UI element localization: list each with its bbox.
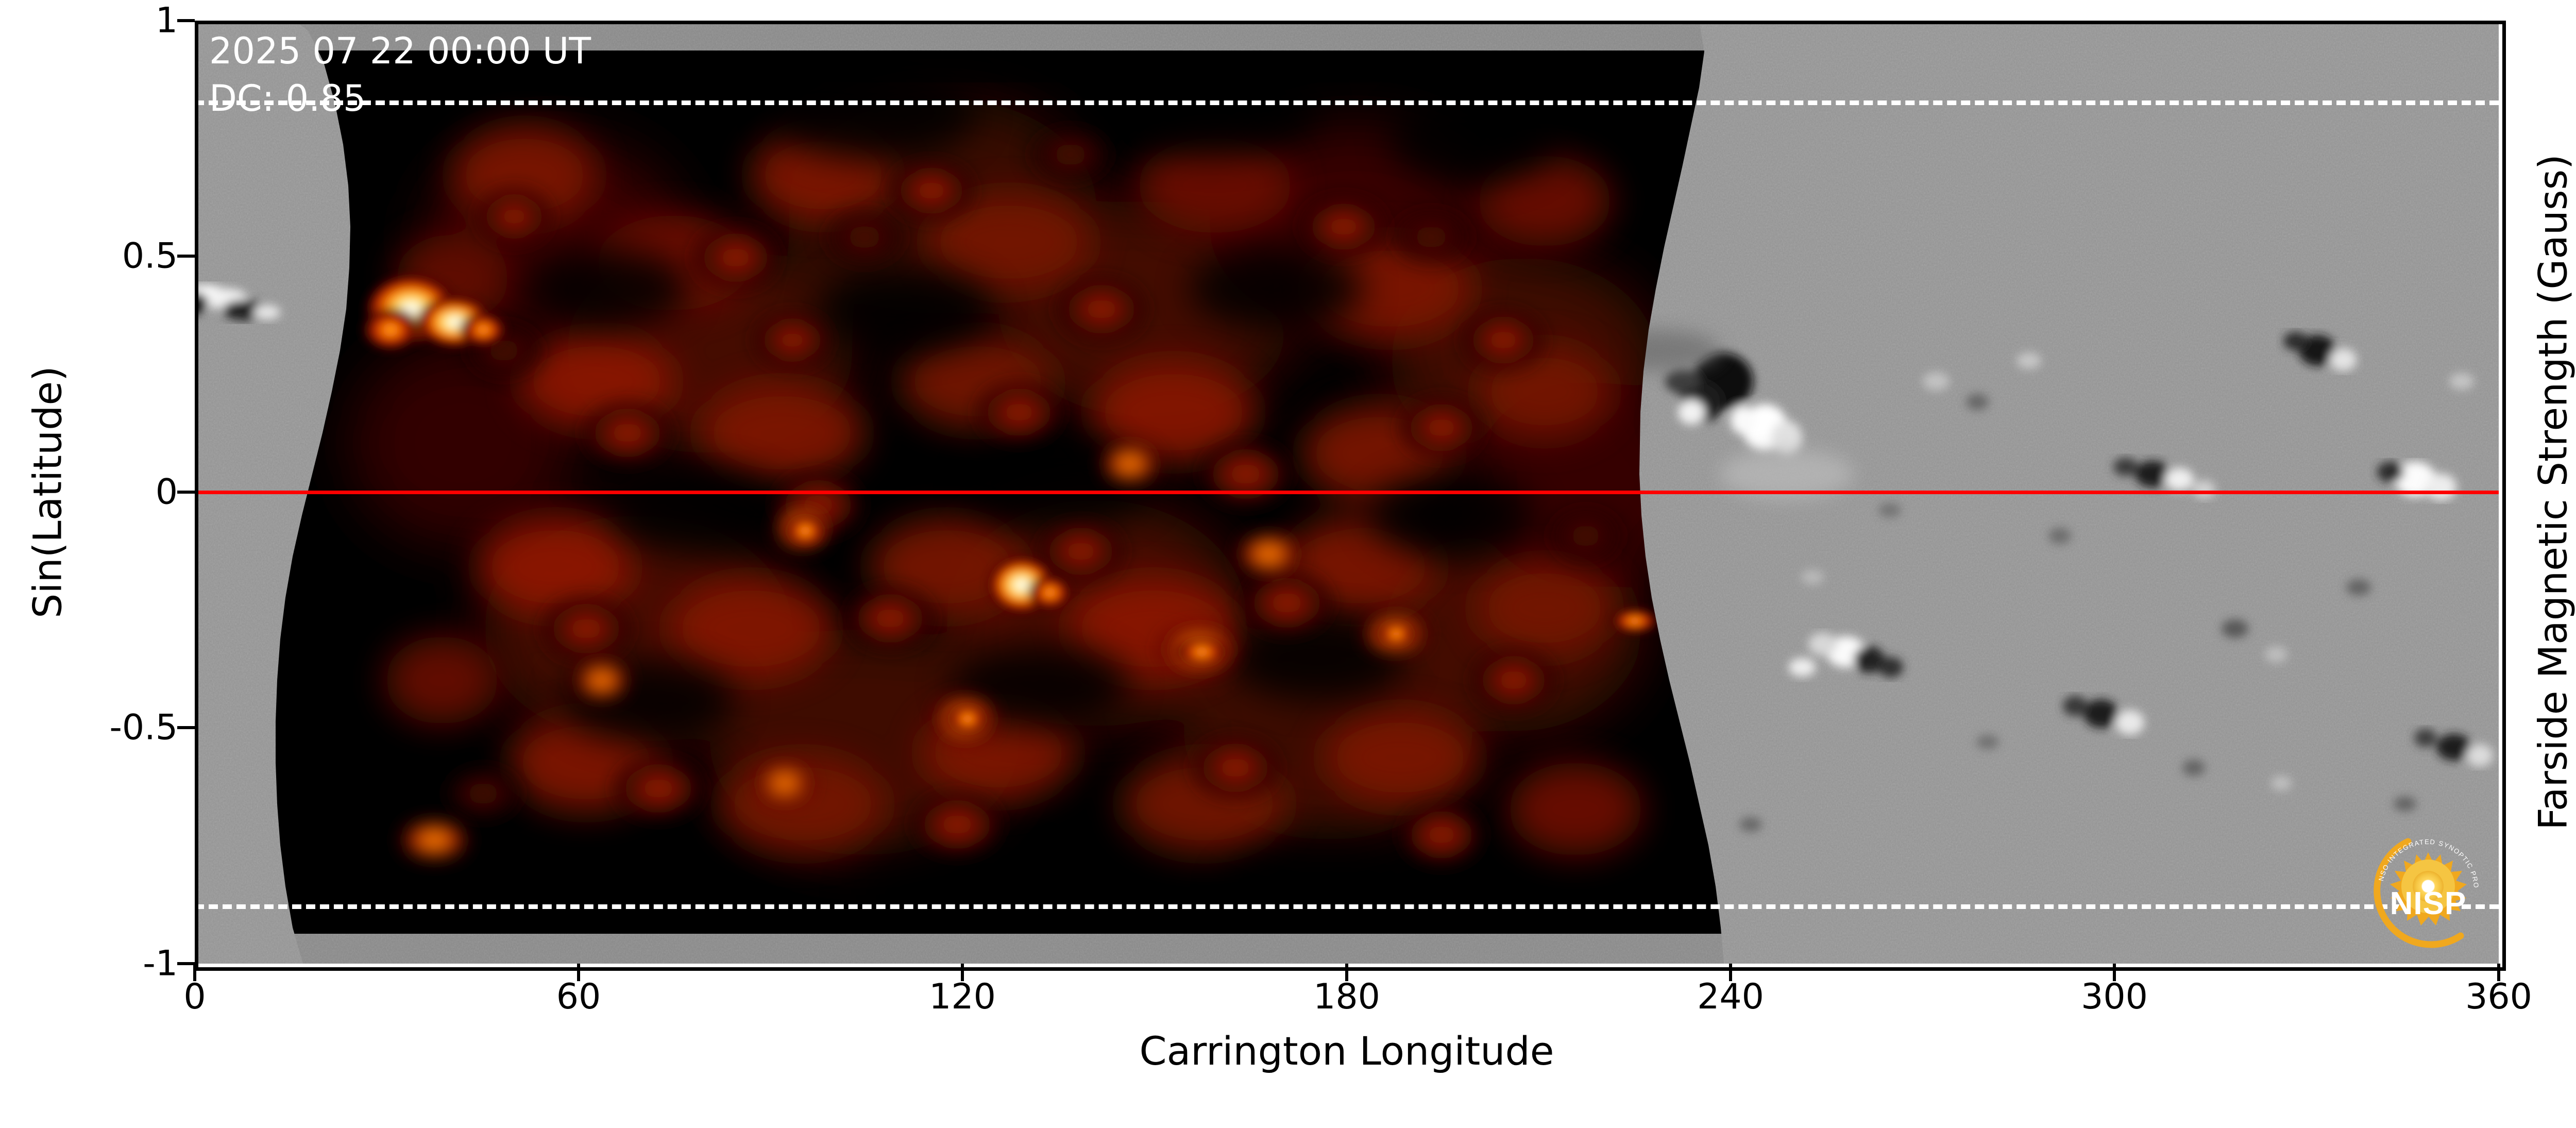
- y-tick-label--1: -1: [143, 943, 178, 984]
- timestamp-annotation: 2025 07 22 00:00 UT: [209, 30, 591, 72]
- x-tick-label-240: 240: [1697, 977, 1764, 1017]
- x-tick-180: [1345, 964, 1348, 981]
- y-axis: [177, 19, 2499, 965]
- x-tick-label-0: 0: [183, 977, 206, 1017]
- x-tick-60: [577, 964, 580, 981]
- logo-sun-icon: [2390, 852, 2467, 925]
- y-axis-label: Sin(Latitude): [24, 366, 71, 618]
- y-tick-label--0.5: -0.5: [109, 707, 178, 748]
- x-tick-label-180: 180: [1313, 977, 1380, 1017]
- x-tick-label-120: 120: [929, 977, 996, 1017]
- x-axis-label: Carrington Longitude: [1139, 1028, 1554, 1074]
- x-tick-label-300: 300: [2081, 977, 2148, 1017]
- equator-line: [195, 491, 2499, 494]
- y-tick-label-1: 1: [155, 0, 178, 41]
- x-tick-300: [2113, 964, 2116, 981]
- x-tick-label-360: 360: [2465, 977, 2532, 1017]
- x-tick-label-60: 60: [556, 977, 601, 1017]
- x-axis: [193, 21, 2500, 981]
- magnetogram-plot-area[interactable]: 2025 07 22 00:00 UT DC: 0.85: [195, 21, 2499, 964]
- farside-colorbar-title: Farside Magnetic Strength (Gauss): [2530, 154, 2576, 830]
- y-tick--0.5: [177, 726, 195, 729]
- x-tick-360: [2497, 964, 2500, 981]
- duty-cycle-annotation: DC: 0.85: [209, 77, 366, 120]
- x-tick-240: [1729, 964, 1732, 981]
- y-tick-1: [177, 19, 195, 22]
- y-tick--1: [177, 962, 195, 965]
- logo-acronym: NISP: [2390, 886, 2467, 921]
- logo-ring-icon: [2374, 838, 2464, 948]
- x-tick-0: [193, 964, 196, 981]
- y-tick-label-0: 0: [155, 472, 178, 513]
- farside-bright-regions: [359, 272, 1662, 735]
- x-tick-120: [961, 964, 964, 981]
- nisp-logo: NISP NSO INTEGRATED SYNOPTIC PROGRAM: [2361, 819, 2493, 954]
- latitude-limit-line-north: [195, 100, 2499, 105]
- y-tick-label-0.5: 0.5: [122, 235, 178, 277]
- y-tick-0.5: [177, 255, 195, 258]
- latitude-limit-line-south: [195, 904, 2499, 909]
- y-tick-0: [177, 491, 195, 494]
